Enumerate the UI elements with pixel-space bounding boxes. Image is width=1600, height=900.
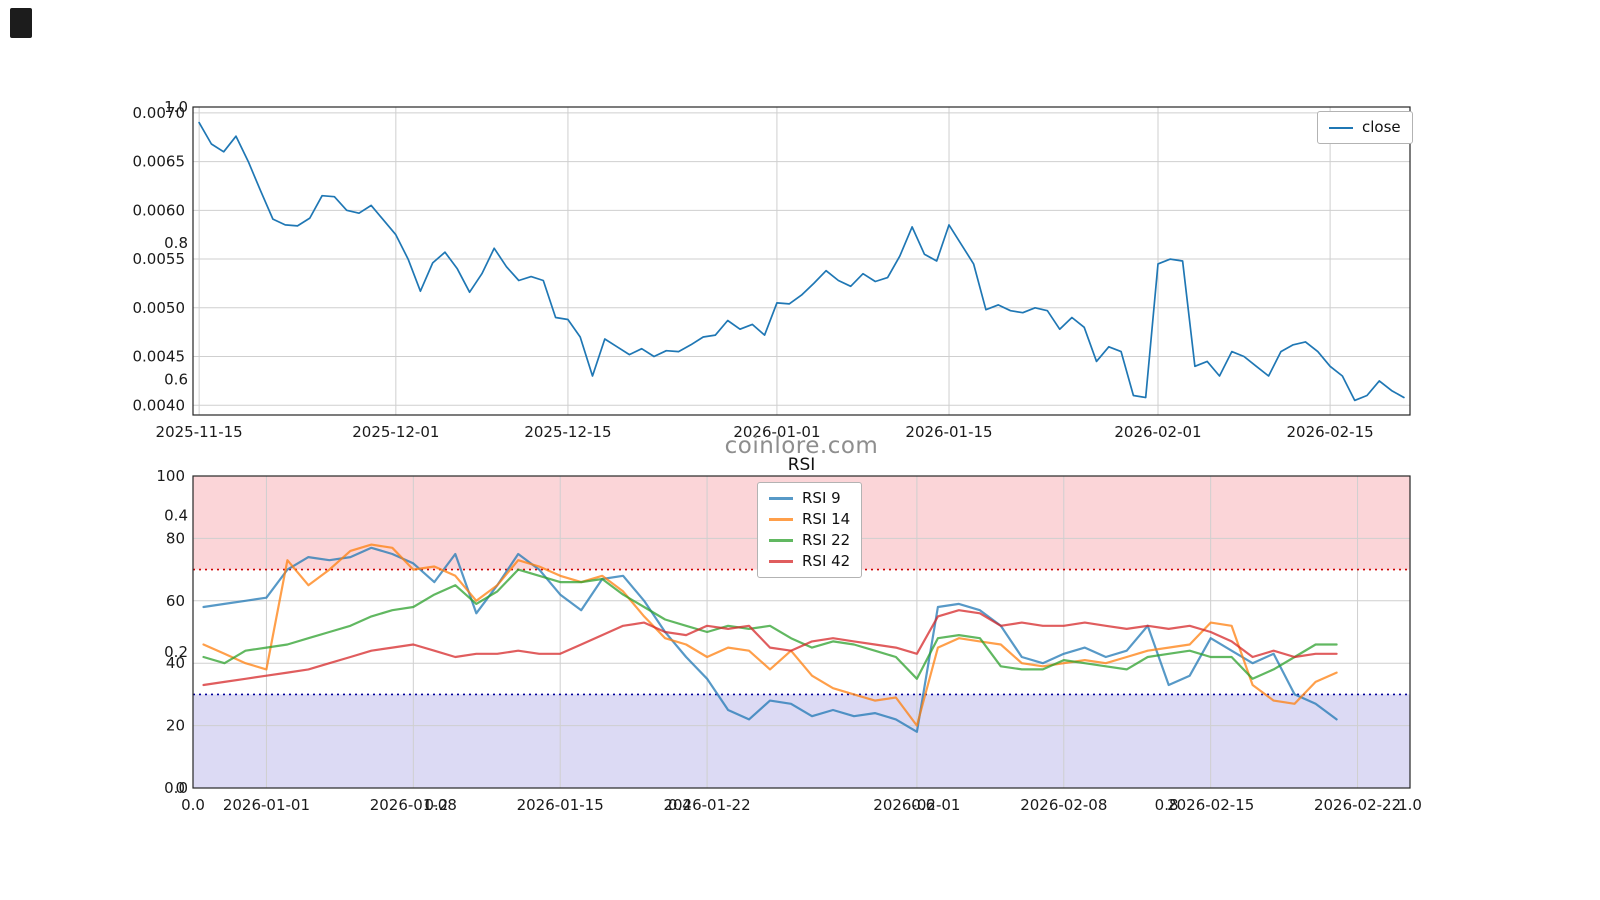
watermark: coinlore.com	[724, 433, 879, 459]
x-tick-label: 2026-01-15	[517, 796, 604, 814]
y-tick-label: 0.0065	[133, 153, 186, 171]
overlay-y-tick-label: 1.0	[164, 98, 188, 116]
rsi-title: RSI	[787, 455, 816, 475]
overlay-y-tick-label: 0.8	[164, 234, 188, 252]
x-tick-label: 2025-12-01	[352, 423, 439, 441]
overlay-y-tick-label: 0.4	[164, 507, 188, 525]
legend-label-rsi14: RSI 14	[802, 510, 851, 528]
overlay-x-tick-label: 0.0	[181, 796, 205, 814]
overlay-y-tick-label: 0.0	[164, 779, 188, 797]
corner-artifact	[10, 8, 32, 38]
legend-entry-rsi42: RSI 42	[769, 551, 850, 572]
overlay-y-tick-label: 0.2	[164, 643, 188, 661]
x-tick-label: 2025-12-15	[524, 423, 611, 441]
x-tick-label: 2026-02-08	[1020, 796, 1107, 814]
plot-border	[192, 475, 1411, 789]
legend-label-rsi9: RSI 9	[802, 489, 841, 507]
y-tick-label: 20	[166, 717, 185, 735]
plot-border	[192, 106, 1411, 416]
price-legend: close	[1317, 111, 1413, 144]
rsi-legend: RSI 9 RSI 14 RSI 22 RSI 42	[757, 482, 863, 578]
legend-entry-rsi22: RSI 22	[769, 530, 850, 551]
price-chart: 0.0040 0.0045 0.0050 0.0055 0.0060 0.0065 0.00…	[133, 104, 1411, 441]
rsi9-line-swatch	[769, 497, 793, 500]
oversold-band	[193, 694, 1410, 788]
overlay-x-tick-label: 0.4	[668, 796, 692, 814]
y-tick-label: 0.0045	[133, 348, 186, 366]
y-tick-label: 40	[166, 654, 185, 672]
legend-entry-rsi9: RSI 9	[769, 488, 850, 509]
legend-label-close: close	[1362, 118, 1401, 136]
legend-label-rsi42: RSI 42	[802, 552, 851, 570]
series-rsi-22	[202, 568, 1338, 680]
y-tick-label: 0	[175, 779, 185, 797]
series-close	[198, 121, 1405, 402]
x-tick-label: 2026-02-15	[1287, 423, 1374, 441]
y-tick-label: 0.0070	[133, 104, 186, 122]
overlay-x-tick-label: 0.6	[911, 796, 935, 814]
x-tick-label: 2025-11-15	[156, 423, 243, 441]
rsi22-line-swatch	[769, 539, 793, 542]
series-rsi-42	[202, 609, 1338, 687]
rsi14-line-swatch	[769, 518, 793, 521]
legend-label-rsi22: RSI 22	[802, 531, 851, 549]
y-tick-label: 0.0060	[133, 201, 186, 219]
x-tick-label: 2026-02-01	[873, 796, 960, 814]
rsi42-line-swatch	[769, 560, 793, 563]
overlay-x-tick-label: 1.0	[1398, 796, 1422, 814]
y-tick-label: 60	[166, 592, 185, 610]
y-tick-label: 0.0040	[133, 396, 186, 414]
legend-entry-rsi14: RSI 14	[769, 509, 850, 530]
x-tick-label: 2026-02-01	[1114, 423, 1201, 441]
x-tick-label: 2026-01-15	[905, 423, 992, 441]
y-tick-label: 80	[166, 529, 185, 547]
overlay-x-tick-label: 0.2	[424, 796, 448, 814]
x-tick-label: 2026-02-15	[1167, 796, 1254, 814]
close-line-swatch	[1329, 126, 1353, 129]
y-tick-label: 0.0050	[133, 299, 186, 317]
series-rsi-14	[202, 543, 1338, 727]
y-tick-label: 0.0055	[133, 250, 186, 268]
legend-entry-close: close	[1329, 117, 1401, 138]
x-tick-label: 2026-01-22	[663, 796, 750, 814]
x-tick-label: 2026-01-01	[223, 796, 310, 814]
x-tick-label: 2026-01-08	[370, 796, 457, 814]
x-tick-label: 2026-02-22	[1314, 796, 1401, 814]
overlay-x-tick-label: 0.8	[1155, 796, 1179, 814]
y-tick-label: 100	[156, 467, 185, 485]
x-tick-label: 2026-01-01	[733, 423, 820, 441]
overlay-y-tick-label: 0.6	[164, 370, 188, 388]
